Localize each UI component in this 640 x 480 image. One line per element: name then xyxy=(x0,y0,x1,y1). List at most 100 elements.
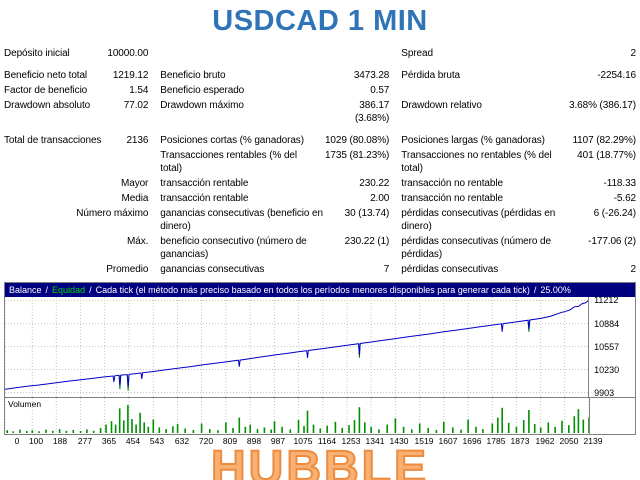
report-cell-group: Posiciones cortas (% ganadoras) 1029 (80.… xyxy=(148,134,389,147)
volume-bar xyxy=(289,429,292,433)
volume-bar xyxy=(200,423,203,433)
report-label: transacción no rentable xyxy=(401,193,503,204)
x-axis-label: 1519 xyxy=(414,436,434,446)
report-row: Depósito inicial 10000.00 Spread 2 xyxy=(4,46,636,61)
report-label: Posiciones cortas (% ganadoras) xyxy=(160,135,304,146)
x-axis-label: 1075 xyxy=(293,436,313,446)
report-label: pérdidas consecutivas (pérdidas en diner… xyxy=(401,208,556,232)
volume-bar xyxy=(184,428,186,433)
report-cell-group: ganancias consecutivas (beneficio en din… xyxy=(148,207,389,233)
x-axis-label: 277 xyxy=(77,436,93,446)
volume-row: Volumen xyxy=(5,397,635,434)
volume-bar xyxy=(58,429,61,433)
y-axis-label: 9903 xyxy=(594,388,615,398)
volume-bar xyxy=(402,426,405,433)
volume-bar xyxy=(547,422,550,433)
balance-chart: Balance / Equidad / Cada tick (el método más… xyxy=(4,282,636,447)
report-value: 386.17 (3.68%) xyxy=(354,100,390,124)
report-cell-group: Máx. xyxy=(4,235,148,261)
volume-bar xyxy=(92,430,95,433)
volume-bar xyxy=(452,427,454,433)
report-value: 2 xyxy=(630,48,637,59)
volume-bar xyxy=(303,426,305,433)
report-row: Promedio ganancias consecutivas 7 pérdidas … xyxy=(4,262,636,277)
chart-frame: Balance / Equidad / Cada tick (el método más… xyxy=(4,282,636,435)
report-label: Beneficio bruto xyxy=(160,70,226,81)
volume-bar xyxy=(554,426,556,433)
report-value: Número máximo xyxy=(76,208,149,219)
y-axis: 11212 10884 10557 10230 9903 xyxy=(588,295,635,398)
volume-bar xyxy=(515,426,518,433)
volume-bar xyxy=(270,429,272,433)
report-value: 401 (18.77%) xyxy=(577,150,636,161)
volume-bar xyxy=(334,421,337,433)
report-row: Total de transacciones 2136 Posiciones cor… xyxy=(4,133,636,148)
report-value: 230.22 xyxy=(359,178,390,189)
volume-bar xyxy=(326,425,328,433)
volume-bar xyxy=(353,420,356,433)
report-label: transacción rentable xyxy=(160,178,249,189)
chart-header-part: / xyxy=(89,285,92,295)
x-axis-label: 1873 xyxy=(510,436,530,446)
volume-bar xyxy=(263,427,266,433)
report-value: 7 xyxy=(383,264,390,275)
report-row: Media transacción rentable 2.00 transacción… xyxy=(4,191,637,206)
volume-bar xyxy=(256,429,259,433)
volume-bar xyxy=(192,429,195,433)
report-row: Mayor transacción rentable 230.22 transacci… xyxy=(4,176,636,191)
volume-bar xyxy=(65,430,68,433)
report-cell-group: Beneficio esperado 0.57 xyxy=(148,84,389,97)
watermark-text: HUBBLE xyxy=(210,442,429,480)
volume-bar xyxy=(147,426,150,433)
report-cell-group: Drawdown absoluto 77.02 xyxy=(4,99,148,125)
report-label: Spread xyxy=(401,48,433,59)
chart-header-part: 25.00% xyxy=(540,285,571,295)
report-value: 1029 (80.08%) xyxy=(324,135,390,146)
report-row: Número máximo ganancias consecutivas (ben… xyxy=(4,206,636,234)
report-value: Máx. xyxy=(127,236,149,247)
volume-bar xyxy=(435,429,438,433)
volume-bar xyxy=(561,420,563,433)
chart-header-part: Cada tick (el método más preciso basado … xyxy=(95,285,530,295)
report-value: 1219.12 xyxy=(112,70,149,81)
volume-bar xyxy=(460,429,462,433)
volume-bar xyxy=(394,418,397,433)
volume-bar xyxy=(26,431,28,433)
volume-bar xyxy=(38,431,40,433)
report-value: 3473.28 xyxy=(353,70,390,81)
x-axis-label: 987 xyxy=(270,436,286,446)
report-value: 6 (-26.24) xyxy=(593,208,636,219)
x-axis-label: 1962 xyxy=(535,436,555,446)
report-cell-group: Posiciones largas (% ganadoras) 1107 (82.… xyxy=(389,134,636,147)
report-cell-group: transacción no rentable -118.33 xyxy=(389,177,636,190)
report-label: Total de transacciones xyxy=(4,135,102,146)
x-axis-label: 100 xyxy=(28,436,44,446)
volume-bar xyxy=(364,422,366,433)
report-value: 10000.00 xyxy=(107,48,149,59)
volume-plot xyxy=(5,398,589,434)
x-axis-label: 1253 xyxy=(341,436,361,446)
volume-bar xyxy=(172,426,174,433)
volume-bar xyxy=(341,428,343,433)
volume-bar xyxy=(158,427,161,433)
report-label: Transacciones no rentables (% del total) xyxy=(401,150,552,174)
report-cell-group: Mayor xyxy=(4,177,148,190)
volume-bar xyxy=(139,412,141,433)
volume-bar xyxy=(79,431,82,433)
report-cell-group: Drawdown relativo 3.68% (386.17) xyxy=(389,99,636,125)
volume-bar xyxy=(528,410,530,433)
volume-panel: Volumen xyxy=(5,398,589,434)
volume-bar xyxy=(475,426,477,433)
x-axis: 0 100 188 277 365 454 543 632 720 809 898 987 1075 11… xyxy=(9,435,603,447)
volume-label: Volumen xyxy=(8,399,42,409)
report-cell-group: pérdidas consecutivas (número de pérdida… xyxy=(389,235,636,261)
report-value: Promedio xyxy=(106,264,149,275)
volume-bar xyxy=(348,425,350,433)
volume-bar xyxy=(152,419,155,433)
volume-bar xyxy=(273,421,276,433)
report-label: Posiciones largas (% ganadoras) xyxy=(401,135,545,146)
report-cell-group xyxy=(4,149,148,175)
report-label: pérdidas consecutivas (número de pérdida… xyxy=(401,236,551,260)
report-cell-group: Total de transacciones 2136 xyxy=(4,134,148,147)
volume-bar xyxy=(52,430,54,433)
